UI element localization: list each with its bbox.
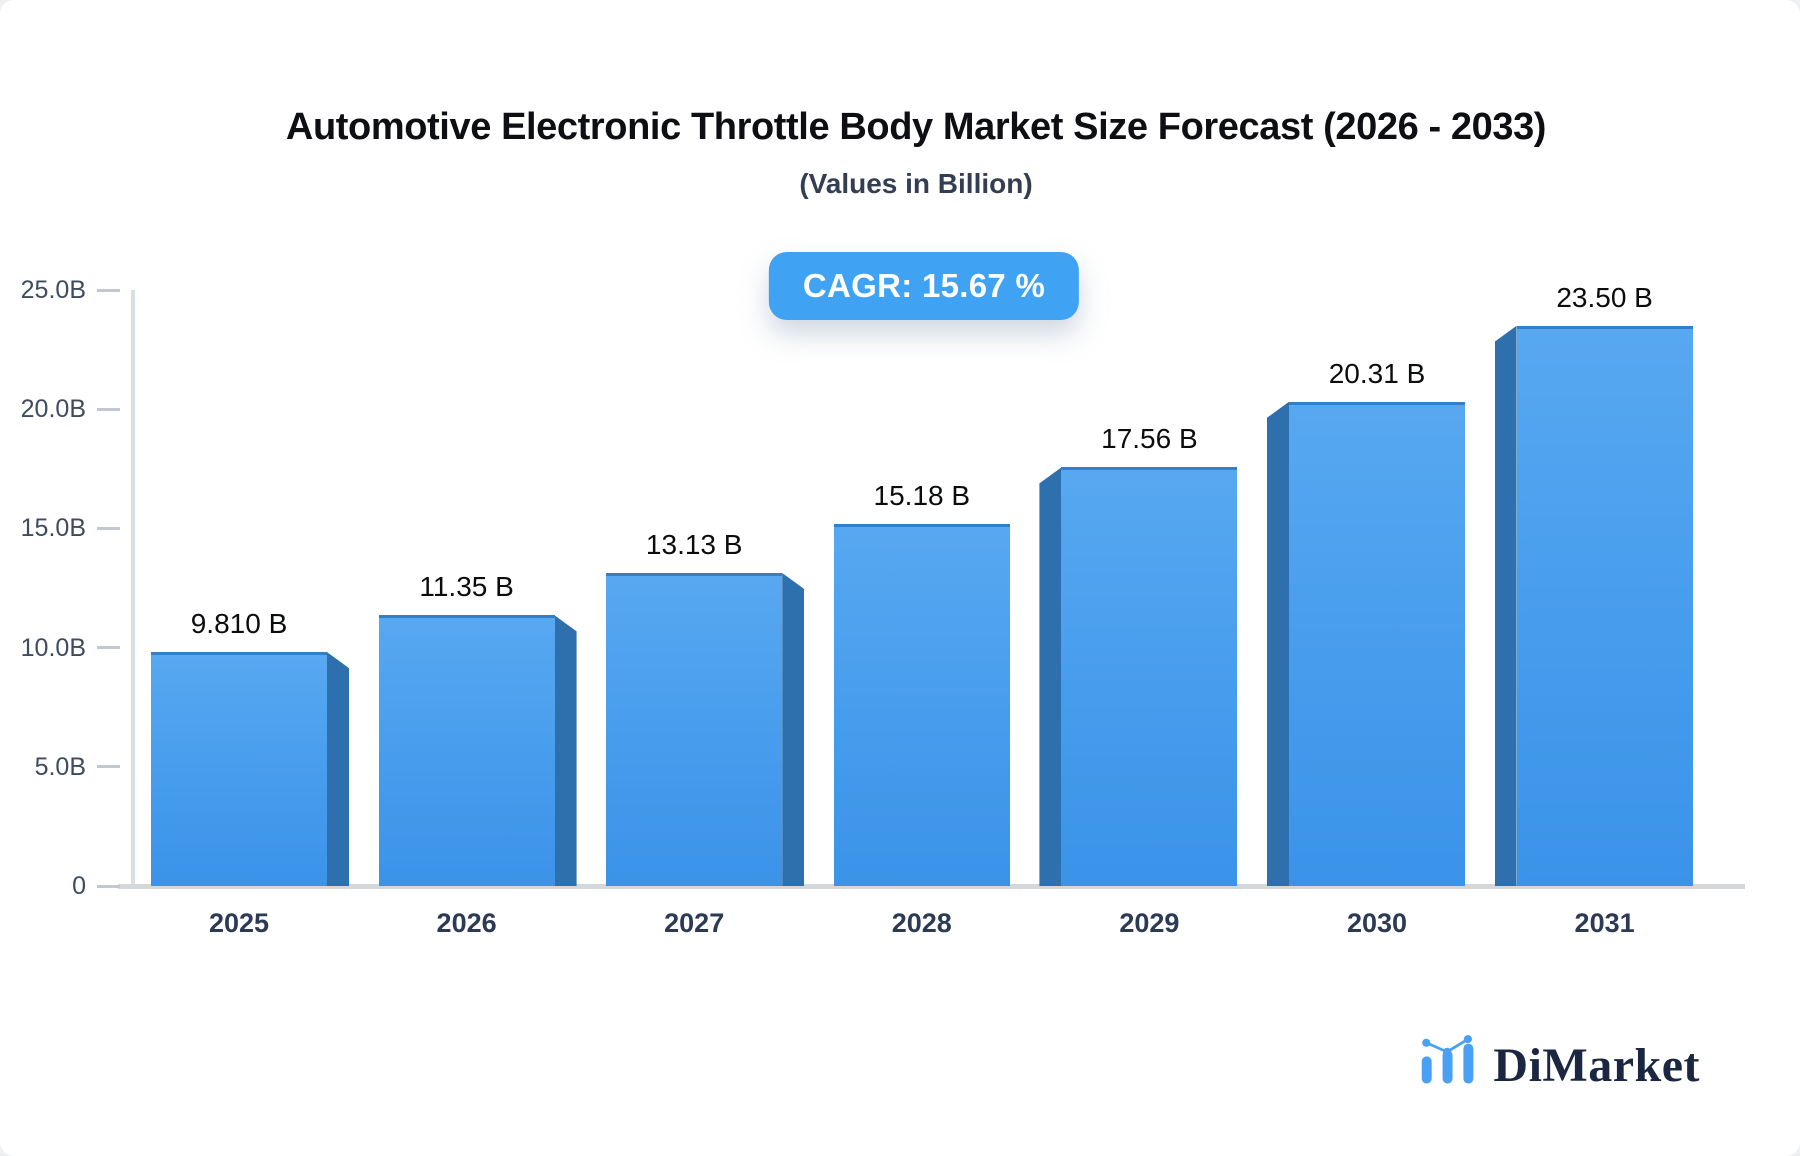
bar[interactable] xyxy=(1516,325,1693,886)
y-tick-mark xyxy=(97,884,120,888)
brand-logo: DiMarket xyxy=(1419,1034,1700,1090)
y-tick-mark xyxy=(97,646,120,650)
x-axis-label: 2031 xyxy=(1574,908,1635,938)
bar[interactable] xyxy=(833,524,1010,886)
x-axis-label: 2030 xyxy=(1346,908,1408,938)
bar[interactable] xyxy=(151,652,327,886)
y-tick-label: 0 xyxy=(72,872,86,900)
bar[interactable] xyxy=(1061,467,1238,886)
cagr-badge: CAGR: 15.67 % xyxy=(768,252,1080,320)
y-tick-label: 5.0B xyxy=(34,752,86,781)
x-axis-baseline xyxy=(118,884,1745,889)
y-tick-mark xyxy=(97,765,120,769)
y-tick-label: 25.0B xyxy=(20,276,86,304)
bar-side-3d xyxy=(327,652,349,886)
bar-value-label: 13.13 B xyxy=(645,528,743,560)
bar-side-3d xyxy=(1267,401,1289,886)
y-tick-label: 20.0B xyxy=(20,395,86,424)
x-axis-label: 2026 xyxy=(436,908,497,938)
bar-value-label: 9.810 B xyxy=(190,608,288,640)
x-axis-label: 2027 xyxy=(664,908,725,938)
bar-value-label: 20.31 B xyxy=(1328,357,1426,389)
brand-logo-icon xyxy=(1422,1035,1474,1084)
y-tick-mark xyxy=(97,407,120,411)
y-tick-mark xyxy=(97,288,120,292)
x-axis-label: 2029 xyxy=(1119,908,1180,938)
bar-value-label: 17.56 B xyxy=(1101,423,1198,455)
bar-value-label: 11.35 B xyxy=(419,571,514,603)
bar-side-3d xyxy=(782,572,805,886)
bar-value-label: 23.50 B xyxy=(1556,281,1653,313)
bar[interactable] xyxy=(606,572,783,886)
bar-side-3d xyxy=(1494,325,1517,886)
bar-side-3d xyxy=(1039,467,1062,886)
bar[interactable] xyxy=(378,615,555,886)
chart-title: Automotive Electronic Throttle Body Mark… xyxy=(285,106,1547,148)
brand-logo-text: DiMarket xyxy=(1493,1039,1700,1092)
bar[interactable] xyxy=(1289,401,1465,886)
bar-side-3d xyxy=(554,615,577,886)
x-axis-label: 2028 xyxy=(891,908,952,938)
bar-value-label: 15.18 B xyxy=(873,480,971,512)
y-tick-label: 15.0B xyxy=(20,514,86,543)
chart-subtitle: (Values in Billion) xyxy=(799,168,1033,199)
y-axis-line xyxy=(131,290,135,888)
y-tick-mark xyxy=(97,526,120,530)
y-tick-label: 10.0B xyxy=(20,633,86,662)
x-axis-label: 2025 xyxy=(208,908,270,938)
